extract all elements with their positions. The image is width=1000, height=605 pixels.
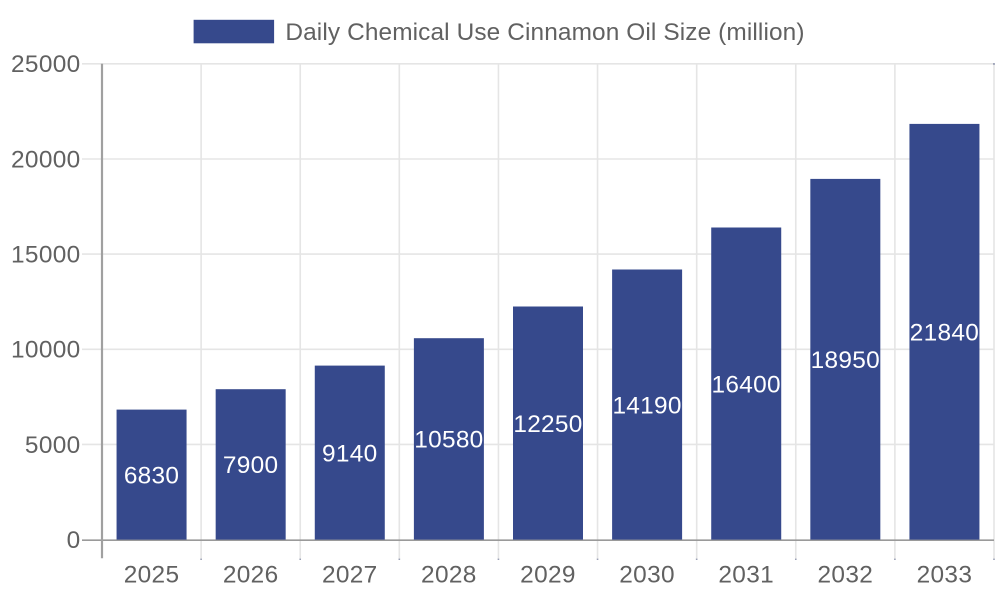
svg-text:14190: 14190 [612, 392, 681, 419]
svg-text:10000: 10000 [11, 337, 81, 364]
svg-text:2031: 2031 [718, 561, 774, 588]
svg-text:16400: 16400 [712, 371, 781, 398]
svg-text:12250: 12250 [513, 411, 582, 438]
svg-text:2030: 2030 [619, 561, 675, 588]
svg-text:21840: 21840 [910, 320, 979, 347]
svg-text:2033: 2033 [917, 561, 973, 588]
svg-text:9140: 9140 [322, 440, 377, 467]
svg-text:15000: 15000 [11, 242, 81, 269]
svg-text:6830: 6830 [124, 462, 179, 489]
svg-text:2029: 2029 [520, 561, 576, 588]
svg-text:2032: 2032 [817, 561, 873, 588]
svg-text:18950: 18950 [811, 347, 880, 374]
svg-text:2028: 2028 [421, 561, 477, 588]
svg-text:0: 0 [67, 527, 81, 554]
svg-text:Daily Chemical Use Cinnamon Oi: Daily Chemical Use Cinnamon Oil Size (mi… [285, 19, 804, 46]
svg-text:20000: 20000 [11, 146, 81, 173]
svg-text:2025: 2025 [124, 561, 180, 588]
svg-text:10580: 10580 [414, 427, 483, 454]
svg-text:25000: 25000 [11, 51, 81, 78]
svg-text:2027: 2027 [322, 561, 378, 588]
svg-text:7900: 7900 [223, 452, 278, 479]
svg-text:5000: 5000 [25, 432, 81, 459]
svg-text:2026: 2026 [223, 561, 279, 588]
